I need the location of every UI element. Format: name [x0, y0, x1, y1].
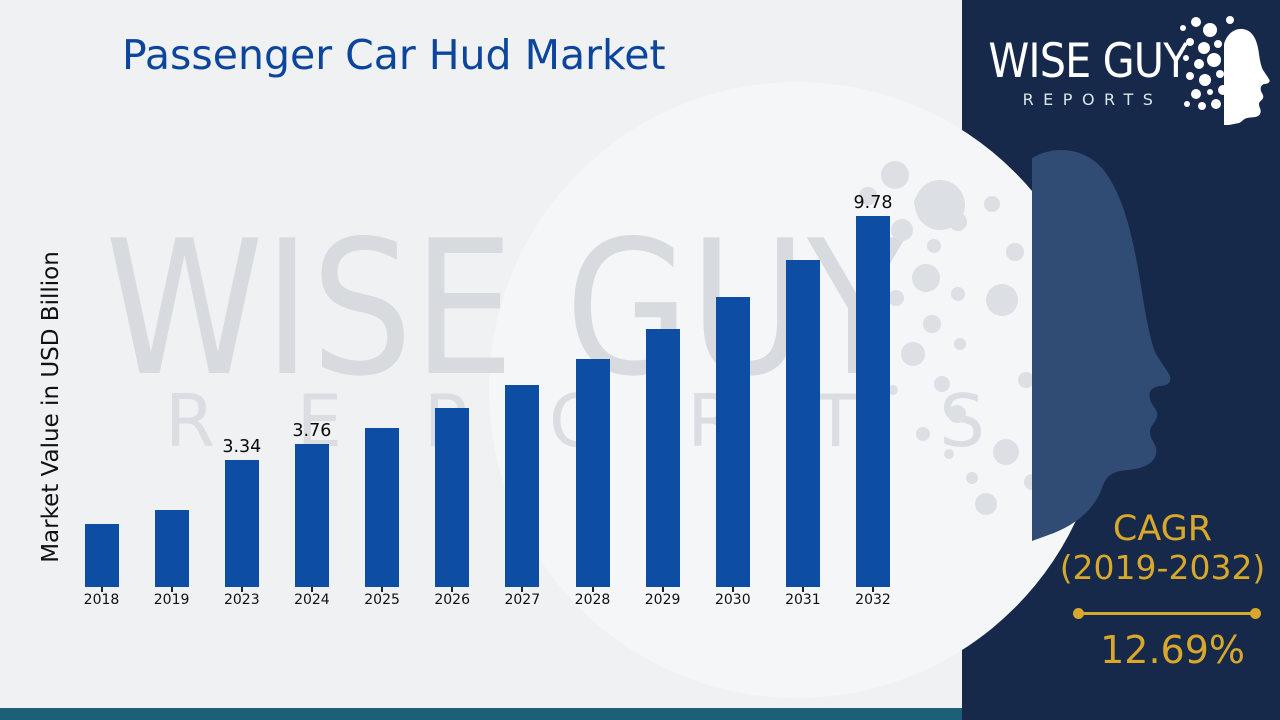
- x-tick-2026: [451, 587, 454, 592]
- cagr-divider-line: [1073, 608, 1261, 619]
- brand-name: WISE GUY: [988, 34, 1188, 89]
- logo-face-icon: [1224, 28, 1270, 125]
- x-tick-2025: [381, 587, 384, 592]
- bar-2018: [84, 524, 119, 587]
- x-tick-label-2028: 2028: [574, 592, 611, 608]
- cagr-label: CAGR: [1112, 509, 1213, 549]
- x-tick-2023: [240, 587, 243, 592]
- bar-2019: [154, 510, 189, 587]
- data-label-2023: 3.34: [222, 437, 262, 457]
- bar-2028: [575, 359, 610, 587]
- x-tick-2030: [731, 587, 734, 592]
- x-tick-label-2025: 2025: [364, 592, 400, 608]
- cagr-range: (2019-2032): [1059, 548, 1266, 587]
- bar-2024: [294, 444, 329, 587]
- x-tick-label-2019: 2019: [153, 592, 190, 608]
- watermark: WISE GUY REPORTS: [105, 161, 1049, 515]
- bar-2023: [224, 460, 259, 587]
- x-tick-label-2027: 2027: [504, 592, 541, 608]
- data-label-2032: 9.78: [853, 193, 893, 213]
- bar-2030: [715, 297, 750, 587]
- logo-dots-pattern: [1180, 16, 1239, 110]
- x-tick-2027: [521, 587, 524, 592]
- face-silhouette: [1032, 149, 1171, 541]
- x-tick-2029: [661, 587, 664, 592]
- logo-dots-face: [1180, 16, 1270, 125]
- brand-logo: WISE GUY REPORTS: [972, 38, 1204, 109]
- bar-2031: [785, 260, 820, 587]
- x-tick-label-2029: 2029: [644, 592, 681, 608]
- x-tick-label-2026: 2026: [434, 592, 470, 608]
- x-tick-label-2031: 2031: [785, 592, 821, 608]
- bar-2025: [365, 428, 400, 587]
- chart-title: Passenger Car Hud Market: [122, 31, 666, 79]
- x-tick-label-2032: 2032: [855, 592, 891, 608]
- x-tick-label-2030: 2030: [714, 592, 751, 608]
- watermark-brand-text: WISE GUY: [105, 200, 905, 417]
- x-tick-2032: [872, 587, 874, 592]
- brand-subtitle: REPORTS: [1022, 90, 1163, 109]
- bar-2029: [645, 329, 680, 587]
- x-tick-2018: [100, 587, 103, 592]
- x-tick-label-2024: 2024: [294, 592, 330, 608]
- x-tick-label-2018: 2018: [83, 592, 120, 608]
- x-tick-label-2023: 2023: [223, 592, 260, 608]
- x-tick-2024: [310, 587, 313, 592]
- bar-2027: [505, 385, 540, 587]
- data-label-2024: 3.76: [292, 421, 332, 441]
- x-tick-2031: [801, 587, 804, 592]
- footer-strip: [0, 708, 962, 720]
- x-tick-2028: [591, 587, 594, 592]
- watermark-dots-face-pattern: [859, 161, 1049, 515]
- x-tick-2019: [170, 587, 173, 592]
- cagr-value: 12.69%: [1100, 628, 1245, 672]
- bar-2032: [856, 216, 890, 587]
- bar-2026: [435, 408, 470, 587]
